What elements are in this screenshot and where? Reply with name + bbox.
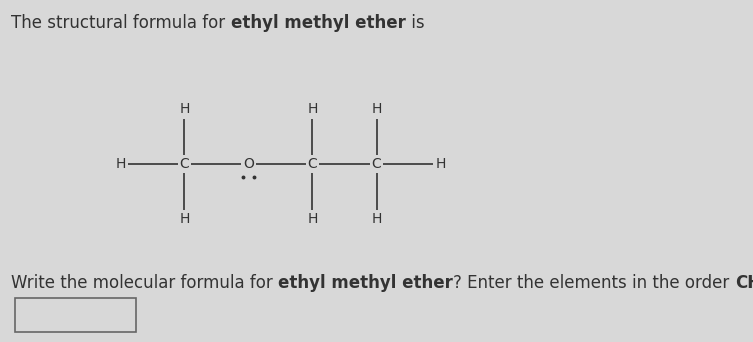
Text: H: H — [435, 157, 446, 171]
Bar — [15, 298, 136, 332]
Text: O: O — [243, 157, 254, 171]
Text: H: H — [307, 212, 318, 226]
Text: H: H — [179, 103, 190, 116]
Text: CHO: CHO — [735, 274, 753, 292]
Text: ? Enter the elements in the order: ? Enter the elements in the order — [453, 274, 735, 292]
Text: ethyl methyl ether: ethyl methyl ether — [230, 14, 406, 32]
Text: C: C — [180, 157, 189, 171]
Text: H: H — [307, 103, 318, 116]
Text: is: is — [406, 14, 424, 32]
Text: H: H — [115, 157, 126, 171]
Text: H: H — [371, 103, 382, 116]
Text: Write the molecular formula for: Write the molecular formula for — [11, 274, 279, 292]
Text: H: H — [179, 212, 190, 226]
Text: H: H — [371, 212, 382, 226]
Text: C: C — [372, 157, 381, 171]
Text: C: C — [308, 157, 317, 171]
Text: The structural formula for: The structural formula for — [11, 14, 230, 32]
Text: ethyl methyl ether: ethyl methyl ether — [279, 274, 453, 292]
